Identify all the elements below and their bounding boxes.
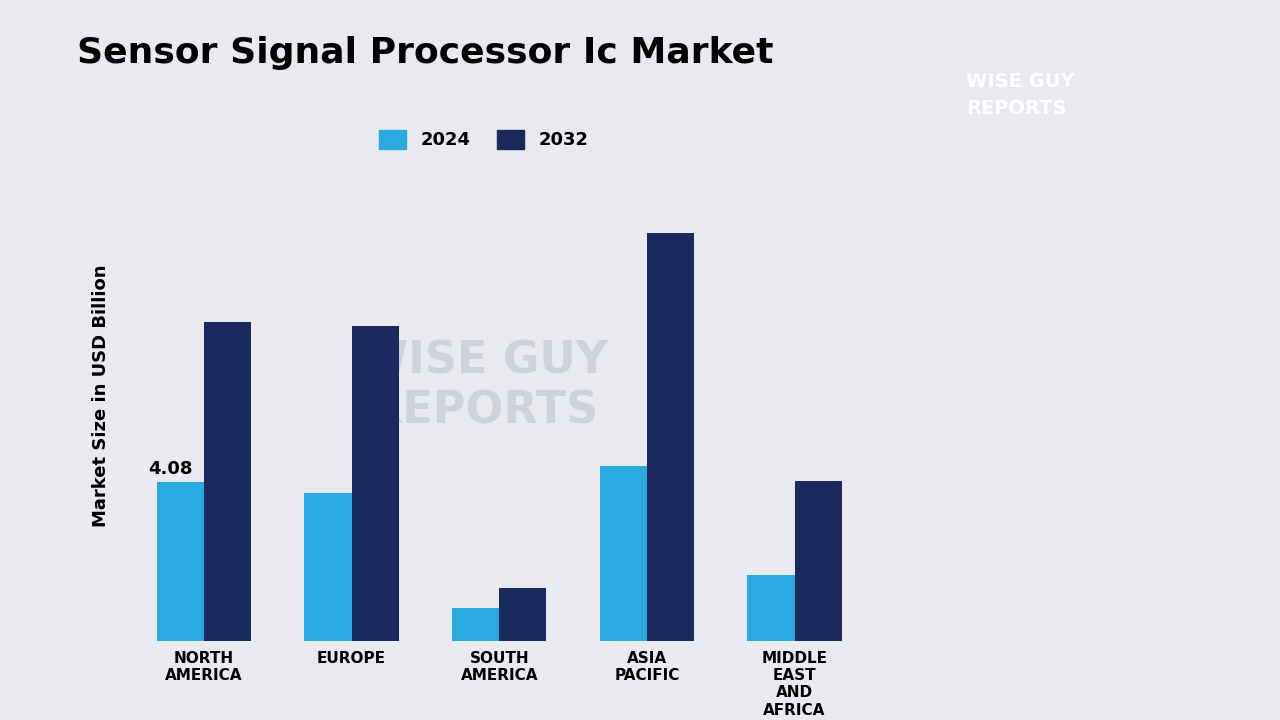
Text: 4.08: 4.08 bbox=[147, 460, 192, 478]
Circle shape bbox=[486, 137, 1280, 655]
Bar bbox=[156, 482, 204, 641]
Bar bbox=[795, 482, 842, 641]
Bar bbox=[646, 233, 694, 641]
Y-axis label: Market Size in USD Billion: Market Size in USD Billion bbox=[92, 265, 110, 527]
Text: WISE GUY
REPORTS: WISE GUY REPORTS bbox=[966, 72, 1075, 117]
Bar bbox=[499, 588, 547, 641]
Bar bbox=[748, 575, 795, 641]
Bar bbox=[599, 466, 646, 641]
Bar bbox=[352, 326, 399, 641]
Bar bbox=[305, 493, 352, 641]
Bar bbox=[452, 608, 499, 641]
Bar bbox=[204, 322, 251, 641]
Text: WISE GUY
REPORTS: WISE GUY REPORTS bbox=[360, 340, 608, 433]
Legend: 2024, 2032: 2024, 2032 bbox=[370, 121, 598, 158]
Text: Sensor Signal Processor Ic Market: Sensor Signal Processor Ic Market bbox=[77, 36, 773, 70]
